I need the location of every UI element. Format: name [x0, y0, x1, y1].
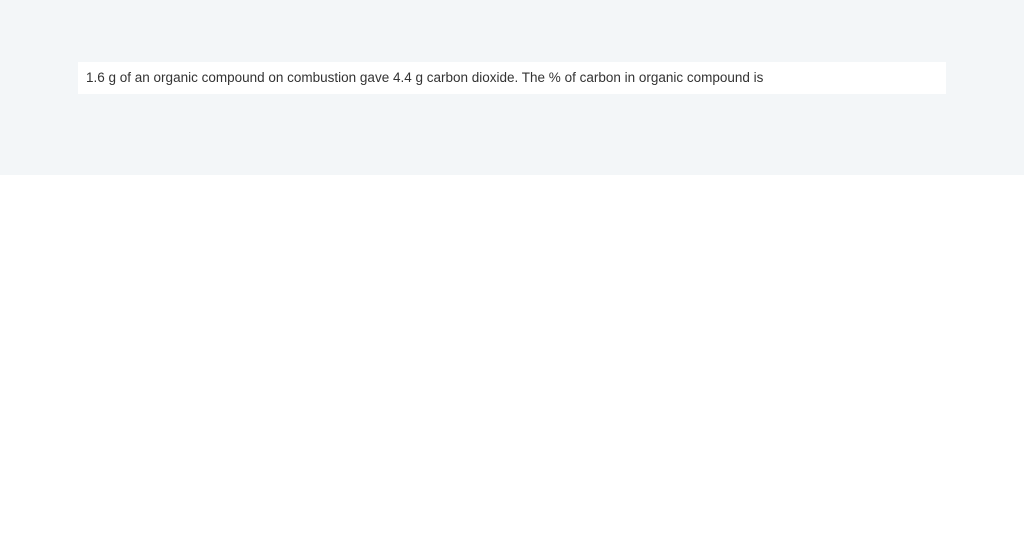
question-text: 1.6 g of an organic compound on combusti… [86, 68, 906, 88]
question-container: 1.6 g of an organic compound on combusti… [78, 62, 946, 94]
question-panel: 1.6 g of an organic compound on combusti… [0, 0, 1024, 175]
